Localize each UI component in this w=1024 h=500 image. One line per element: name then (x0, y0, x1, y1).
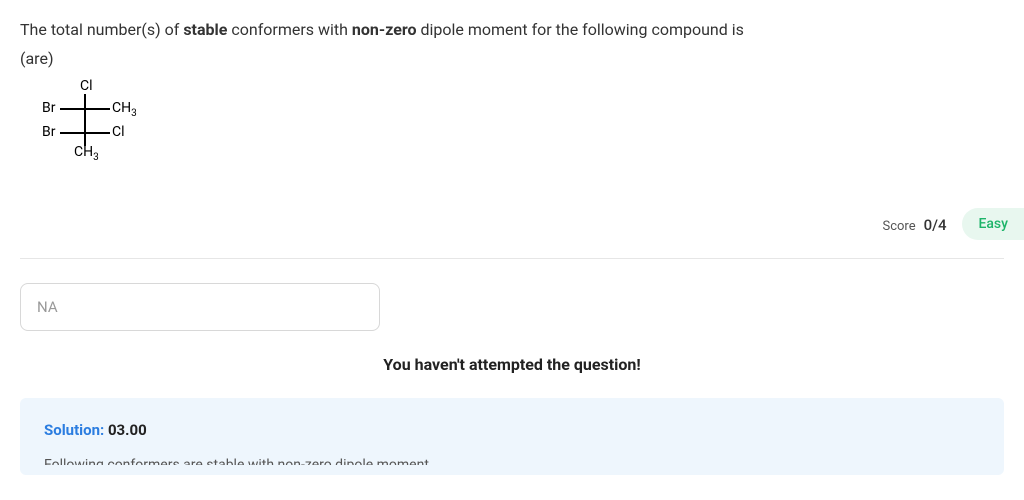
answer-input[interactable]: NA (20, 283, 380, 331)
not-attempted-message: You haven't attempted the question! (20, 355, 1004, 374)
solution-box: Solution: 03.00 Following conformers are… (20, 398, 1004, 475)
structure-line (84, 108, 86, 132)
structure-line (84, 94, 86, 108)
question-part3: dipole moment for the following compound… (417, 20, 744, 39)
question-text: The total number(s) of stable conformers… (20, 16, 1004, 43)
solution-header: Solution: 03.00 (44, 420, 980, 439)
score-value: 0/4 (924, 216, 947, 234)
structure-diagram: Cl Br CH3 Br Cl CH3 (24, 80, 164, 180)
difficulty-badge: Easy (962, 208, 1024, 240)
structure-right1: CH3 (112, 100, 137, 119)
score-container: Score 0/4 (882, 215, 946, 234)
score-label: Score (882, 219, 915, 234)
question-bold1: stable (183, 20, 227, 39)
structure-left2: Br (42, 124, 55, 140)
structure-bottom: CH3 (74, 144, 99, 163)
question-bold2: non-zero (352, 20, 417, 39)
question-part2: conformers with (227, 20, 352, 39)
structure-right2: Cl (112, 124, 125, 140)
solution-value: 03.00 (108, 421, 147, 439)
structure-top: Cl (80, 78, 93, 94)
solution-label: Solution: (44, 421, 108, 439)
question-subtext: (are) (20, 49, 1004, 68)
structure-left1: Br (42, 100, 55, 116)
score-row: Score 0/4 Easy (20, 208, 1004, 240)
divider (20, 258, 1004, 259)
solution-text-cut: Following conformers are stable with non… (44, 457, 980, 465)
question-part1: The total number(s) of (20, 20, 183, 39)
